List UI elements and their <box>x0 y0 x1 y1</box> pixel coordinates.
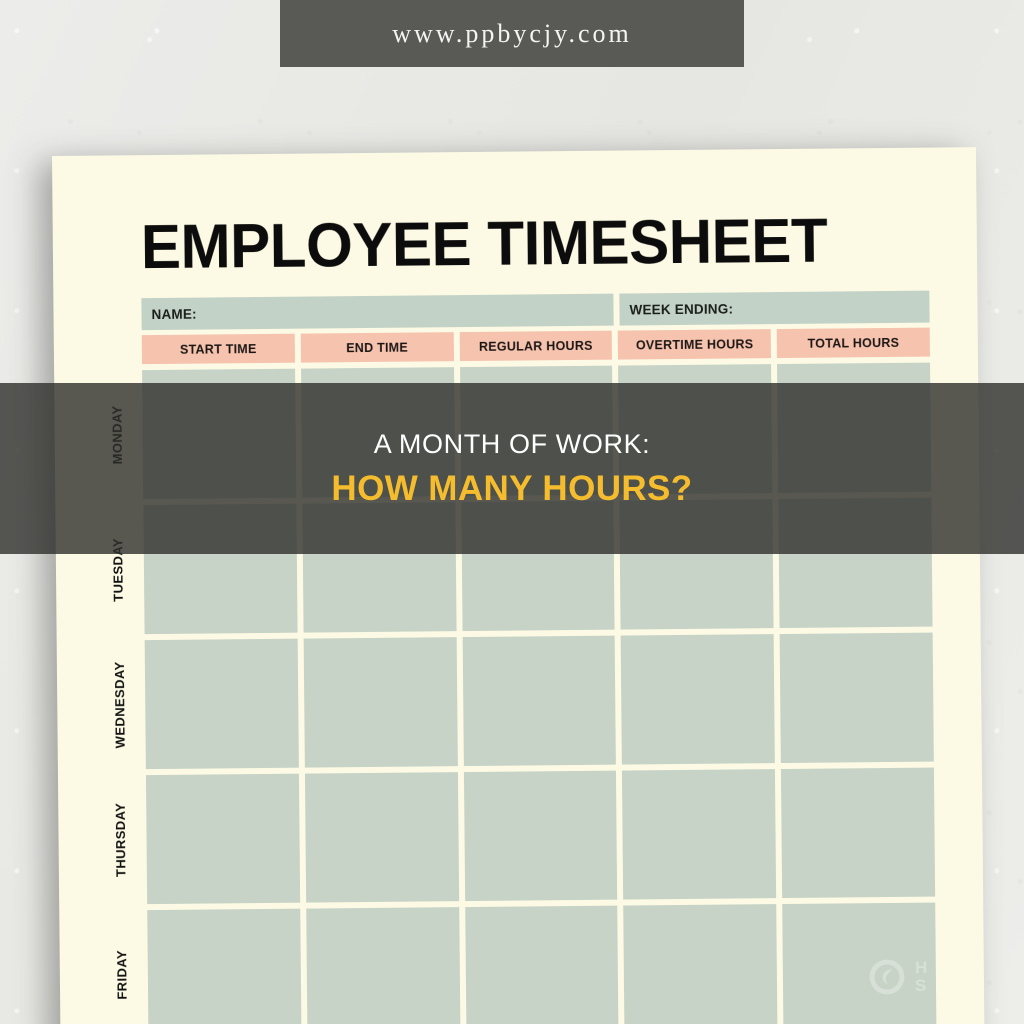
cell-wednesday-end-time[interactable] <box>303 637 458 768</box>
timesheet-content: EMPLOYEE TIMESHEET NAME: WEEK ENDING: ST… <box>109 206 938 1024</box>
meta-row: NAME: WEEK ENDING: <box>141 290 930 331</box>
cell-thursday-overtime-hours[interactable] <box>622 769 777 900</box>
week-ending-field[interactable]: WEEK ENDING: <box>619 290 930 326</box>
table-row: WEDNESDAY <box>111 632 934 770</box>
cell-friday-regular-hours[interactable] <box>464 905 619 1024</box>
column-header-end-time: END TIME <box>300 332 454 363</box>
column-header-label: TOTAL HOURS <box>807 335 900 351</box>
cell-thursday-total-hours[interactable] <box>781 767 936 899</box>
day-label-text: WEDNESDAY <box>111 661 128 749</box>
column-header-row: START TIME END TIME REGULAR HOURS OVERTI… <box>141 327 930 365</box>
cell-thursday-regular-hours[interactable] <box>463 770 618 902</box>
caption-line-highlight: HOW MANY HOURS? <box>331 468 693 508</box>
column-header-overtime-hours: OVERTIME HOURS <box>618 329 772 360</box>
website-url-banner: www.ppbycjy.com <box>280 0 744 67</box>
cell-wednesday-start-time[interactable] <box>144 638 299 770</box>
website-url-text: www.ppbycjy.com <box>392 18 632 48</box>
caption-overlay-band: A MONTH OF WORK: HOW MANY HOURS? <box>0 383 1024 554</box>
column-header-label: OVERTIME HOURS <box>635 336 754 352</box>
cell-friday-overtime-hours[interactable] <box>623 904 778 1024</box>
day-label-friday: FRIDAY <box>101 910 142 1024</box>
day-label-wednesday: WEDNESDAY <box>99 640 140 769</box>
cell-wednesday-regular-hours[interactable] <box>462 635 617 767</box>
table-row: FRIDAY <box>114 902 937 1024</box>
cell-wednesday-total-hours[interactable] <box>779 632 934 764</box>
week-ending-field-label: WEEK ENDING: <box>629 300 734 317</box>
cell-friday-start-time[interactable] <box>147 908 302 1024</box>
cell-thursday-start-time[interactable] <box>145 773 300 905</box>
timesheet-document: EMPLOYEE TIMESHEET NAME: WEEK ENDING: ST… <box>52 147 986 1024</box>
column-header-label: END TIME <box>346 340 408 355</box>
day-label-thursday: THURSDAY <box>100 775 141 904</box>
name-field[interactable]: NAME: <box>141 293 614 331</box>
day-label-text: THURSDAY <box>112 802 129 878</box>
table-row: THURSDAY <box>113 767 936 905</box>
cell-friday-total-hours[interactable] <box>782 902 937 1024</box>
cell-wednesday-overtime-hours[interactable] <box>621 634 776 765</box>
name-field-label: NAME: <box>151 306 197 322</box>
page-title: EMPLOYEE TIMESHEET <box>140 206 828 283</box>
column-header-regular-hours: REGULAR HOURS <box>459 330 613 362</box>
column-header-label: START TIME <box>179 341 257 357</box>
column-header-label: REGULAR HOURS <box>478 338 593 354</box>
cell-friday-end-time[interactable] <box>306 907 461 1024</box>
cell-thursday-end-time[interactable] <box>304 772 459 903</box>
column-header-start-time: START TIME <box>141 333 295 365</box>
caption-line-primary: A MONTH OF WORK: <box>373 428 651 459</box>
paper-surface: EMPLOYEE TIMESHEET NAME: WEEK ENDING: ST… <box>52 147 986 1024</box>
day-label-text: FRIDAY <box>114 949 130 1000</box>
column-header-total-hours: TOTAL HOURS <box>776 327 930 359</box>
